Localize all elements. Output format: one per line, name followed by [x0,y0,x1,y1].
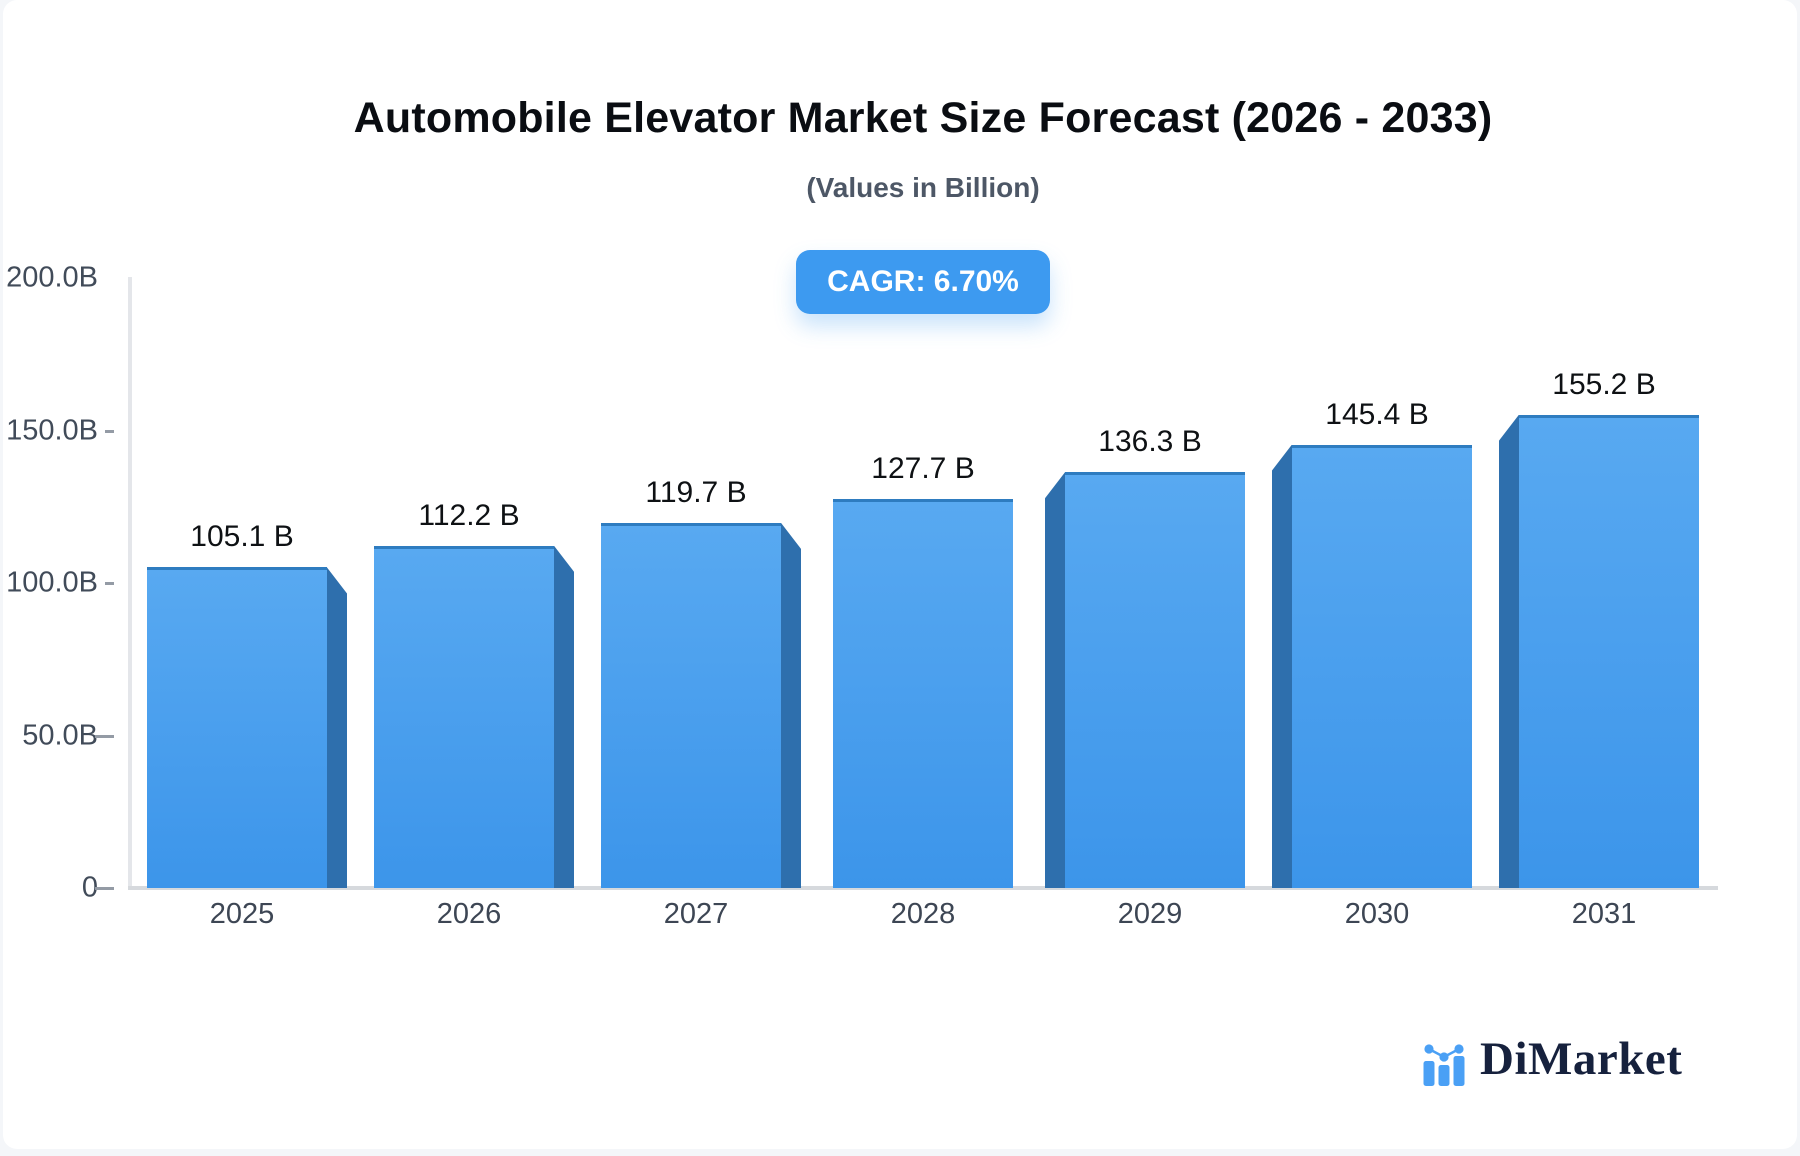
bar-value-label-2025: 105.1 B [190,520,294,554]
x-axis-baseline [128,886,1718,890]
y-axis-tick-mark [105,429,114,433]
cagr-badge-wrap: CAGR: 6.70% [128,250,1718,314]
x-axis-label-2030: 2030 [1344,898,1410,930]
x-axis-label-2031: 2031 [1571,898,1637,930]
bar-2031 [1519,414,1699,888]
bar-side-face-2027 [781,522,801,888]
chart-subtitle: (Values in Billion) [806,172,1040,203]
y-axis-tick-label: 100.0B [6,566,98,599]
bar-value-label-2026: 112.2 B [418,498,520,532]
dimarket-logo-text: DiMarket [1480,1033,1683,1085]
bar-side-face-2026 [554,545,574,888]
bar-value-label-2029: 136.3 B [1098,425,1202,459]
bar-value-label-2030: 145.4 B [1325,397,1429,431]
cagr-badge: CAGR: 6.70% [796,250,1050,314]
dimarket-logo: DiMarket [1421,1033,1683,1086]
bar-side-face-2025 [327,567,347,888]
y-axis-tick-mark [95,734,114,738]
y-axis-line [128,277,132,890]
bar-side-face-2030 [1272,444,1292,888]
bar-value-label-2027: 119.7 B [645,475,747,509]
bar-value-label-2031: 155.2 B [1552,367,1656,401]
x-axis-label-2026: 2026 [436,898,502,930]
y-axis-tick-label: 150.0B [6,414,98,446]
bar-2030 [1292,444,1472,888]
bar-2025 [147,567,327,888]
y-axis-tick-label: 200.0B [6,261,98,294]
chart-title: Automobile Elevator Market Size Forecast… [353,94,1493,142]
bar-2026 [374,545,554,888]
dimarket-logo-icon [1421,1042,1467,1086]
y-axis-tick-label: 50.0B [22,719,98,751]
x-axis-label-2027: 2027 [663,898,729,930]
bar-value-label-2028: 127.7 B [871,451,975,485]
y-axis-tick-mark [95,887,114,890]
y-axis-tick-mark [105,582,114,585]
y-axis-tick-label: 0 [81,871,98,904]
bar-2029 [1065,472,1245,888]
x-axis-label-2025: 2025 [209,898,275,930]
bar-side-face-2031 [1499,414,1519,888]
bar-2028 [833,498,1013,888]
x-axis-label-2028: 2028 [890,898,956,930]
bar-side-face-2029 [1045,472,1065,888]
bar-2027 [601,522,781,888]
x-axis-label-2029: 2029 [1117,898,1183,930]
